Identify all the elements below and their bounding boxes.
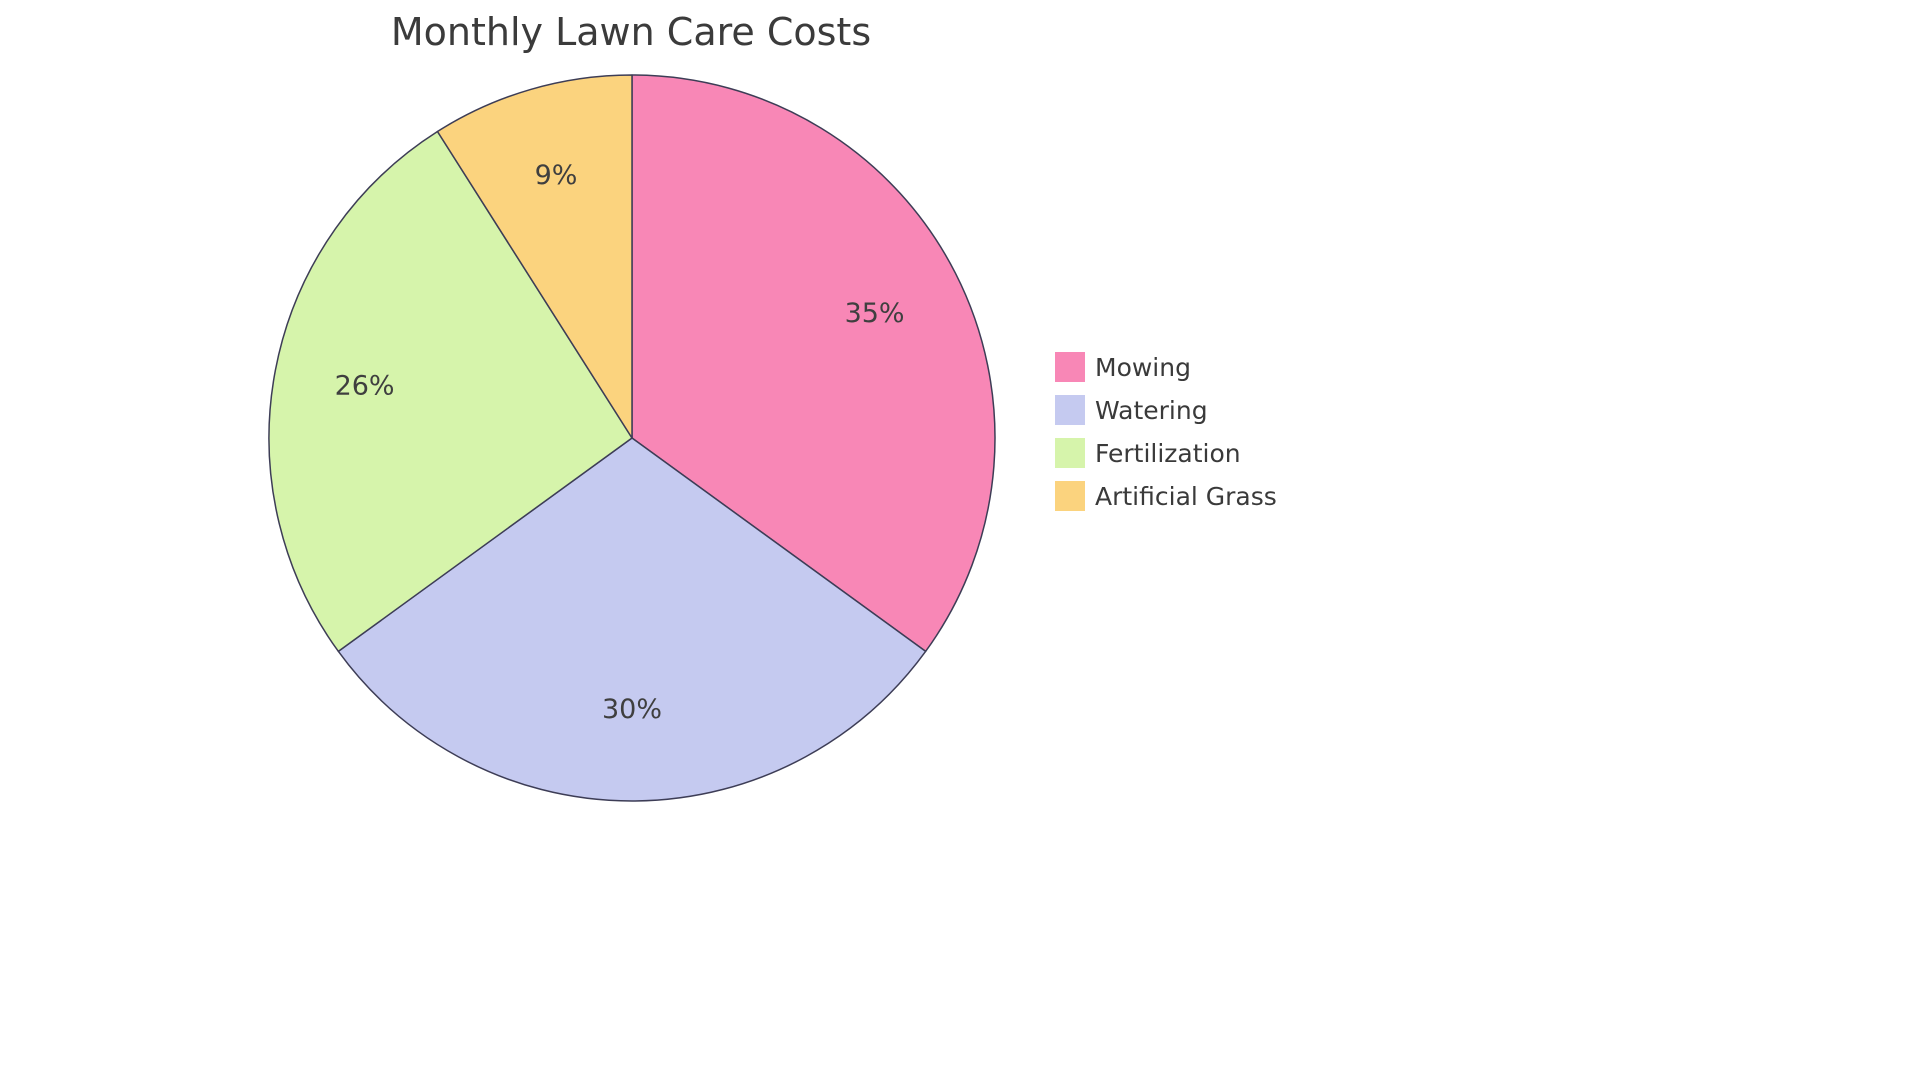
legend-label: Artificial Grass <box>1095 481 1277 511</box>
legend-item-watering[interactable]: Watering <box>1055 395 1277 425</box>
legend: Mowing Watering Fertilization Artificial Gr… <box>1055 352 1277 511</box>
legend-label: Watering <box>1095 395 1208 425</box>
chart-title: Monthly Lawn Care Costs <box>390 10 872 54</box>
pie-slice-fertilization <box>268 130 633 653</box>
pie-slice-value-label: 26% <box>335 371 395 402</box>
pie-slice-mowing <box>631 74 996 653</box>
legend-swatch-icon <box>1055 352 1085 382</box>
legend-item-fertilization[interactable]: Fertilization <box>1055 438 1277 468</box>
pie-slice-artificial-grass <box>436 74 633 439</box>
legend-item-artificial-grass[interactable]: Artificial Grass <box>1055 481 1277 511</box>
legend-label: Mowing <box>1095 352 1191 382</box>
legend-item-mowing[interactable]: Mowing <box>1055 352 1277 382</box>
legend-swatch-icon <box>1055 395 1085 425</box>
pie-slice-value-label: 9% <box>535 160 578 191</box>
pie-slice-watering <box>337 437 927 802</box>
pie-slice-value-label: 35% <box>845 298 905 329</box>
legend-label: Fertilization <box>1095 438 1241 468</box>
pie-slice-value-label: 30% <box>602 694 662 725</box>
legend-swatch-icon <box>1055 438 1085 468</box>
legend-swatch-icon <box>1055 481 1085 511</box>
